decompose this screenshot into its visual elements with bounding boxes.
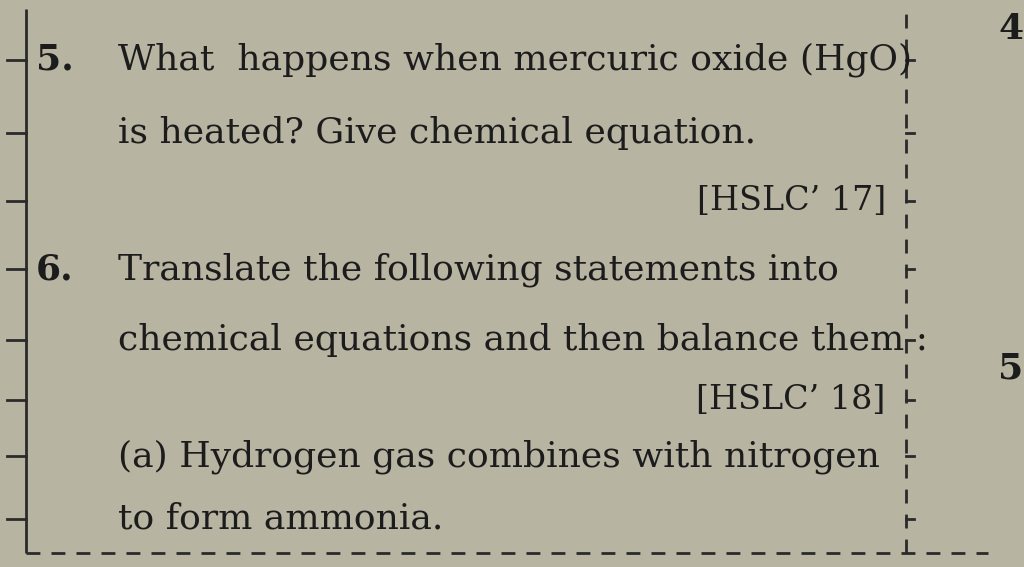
Text: 5.: 5. (998, 352, 1024, 386)
Text: What  happens when mercuric oxide (HgO): What happens when mercuric oxide (HgO) (118, 43, 912, 77)
Text: 4.: 4. (998, 11, 1024, 45)
Text: Translate the following statements into: Translate the following statements into (118, 252, 839, 286)
Text: 5.: 5. (36, 43, 74, 77)
Text: to form ammonia.: to form ammonia. (118, 502, 443, 536)
Text: is heated? Give chemical equation.: is heated? Give chemical equation. (118, 116, 756, 150)
Text: [HSLC’ 17]: [HSLC’ 17] (696, 185, 886, 217)
Text: chemical equations and then balance them :: chemical equations and then balance them… (118, 323, 928, 357)
Text: 6.: 6. (36, 252, 74, 286)
Text: [HSLC’ 18]: [HSLC’ 18] (696, 384, 886, 416)
Text: (a) Hydrogen gas combines with nitrogen: (a) Hydrogen gas combines with nitrogen (118, 439, 880, 473)
